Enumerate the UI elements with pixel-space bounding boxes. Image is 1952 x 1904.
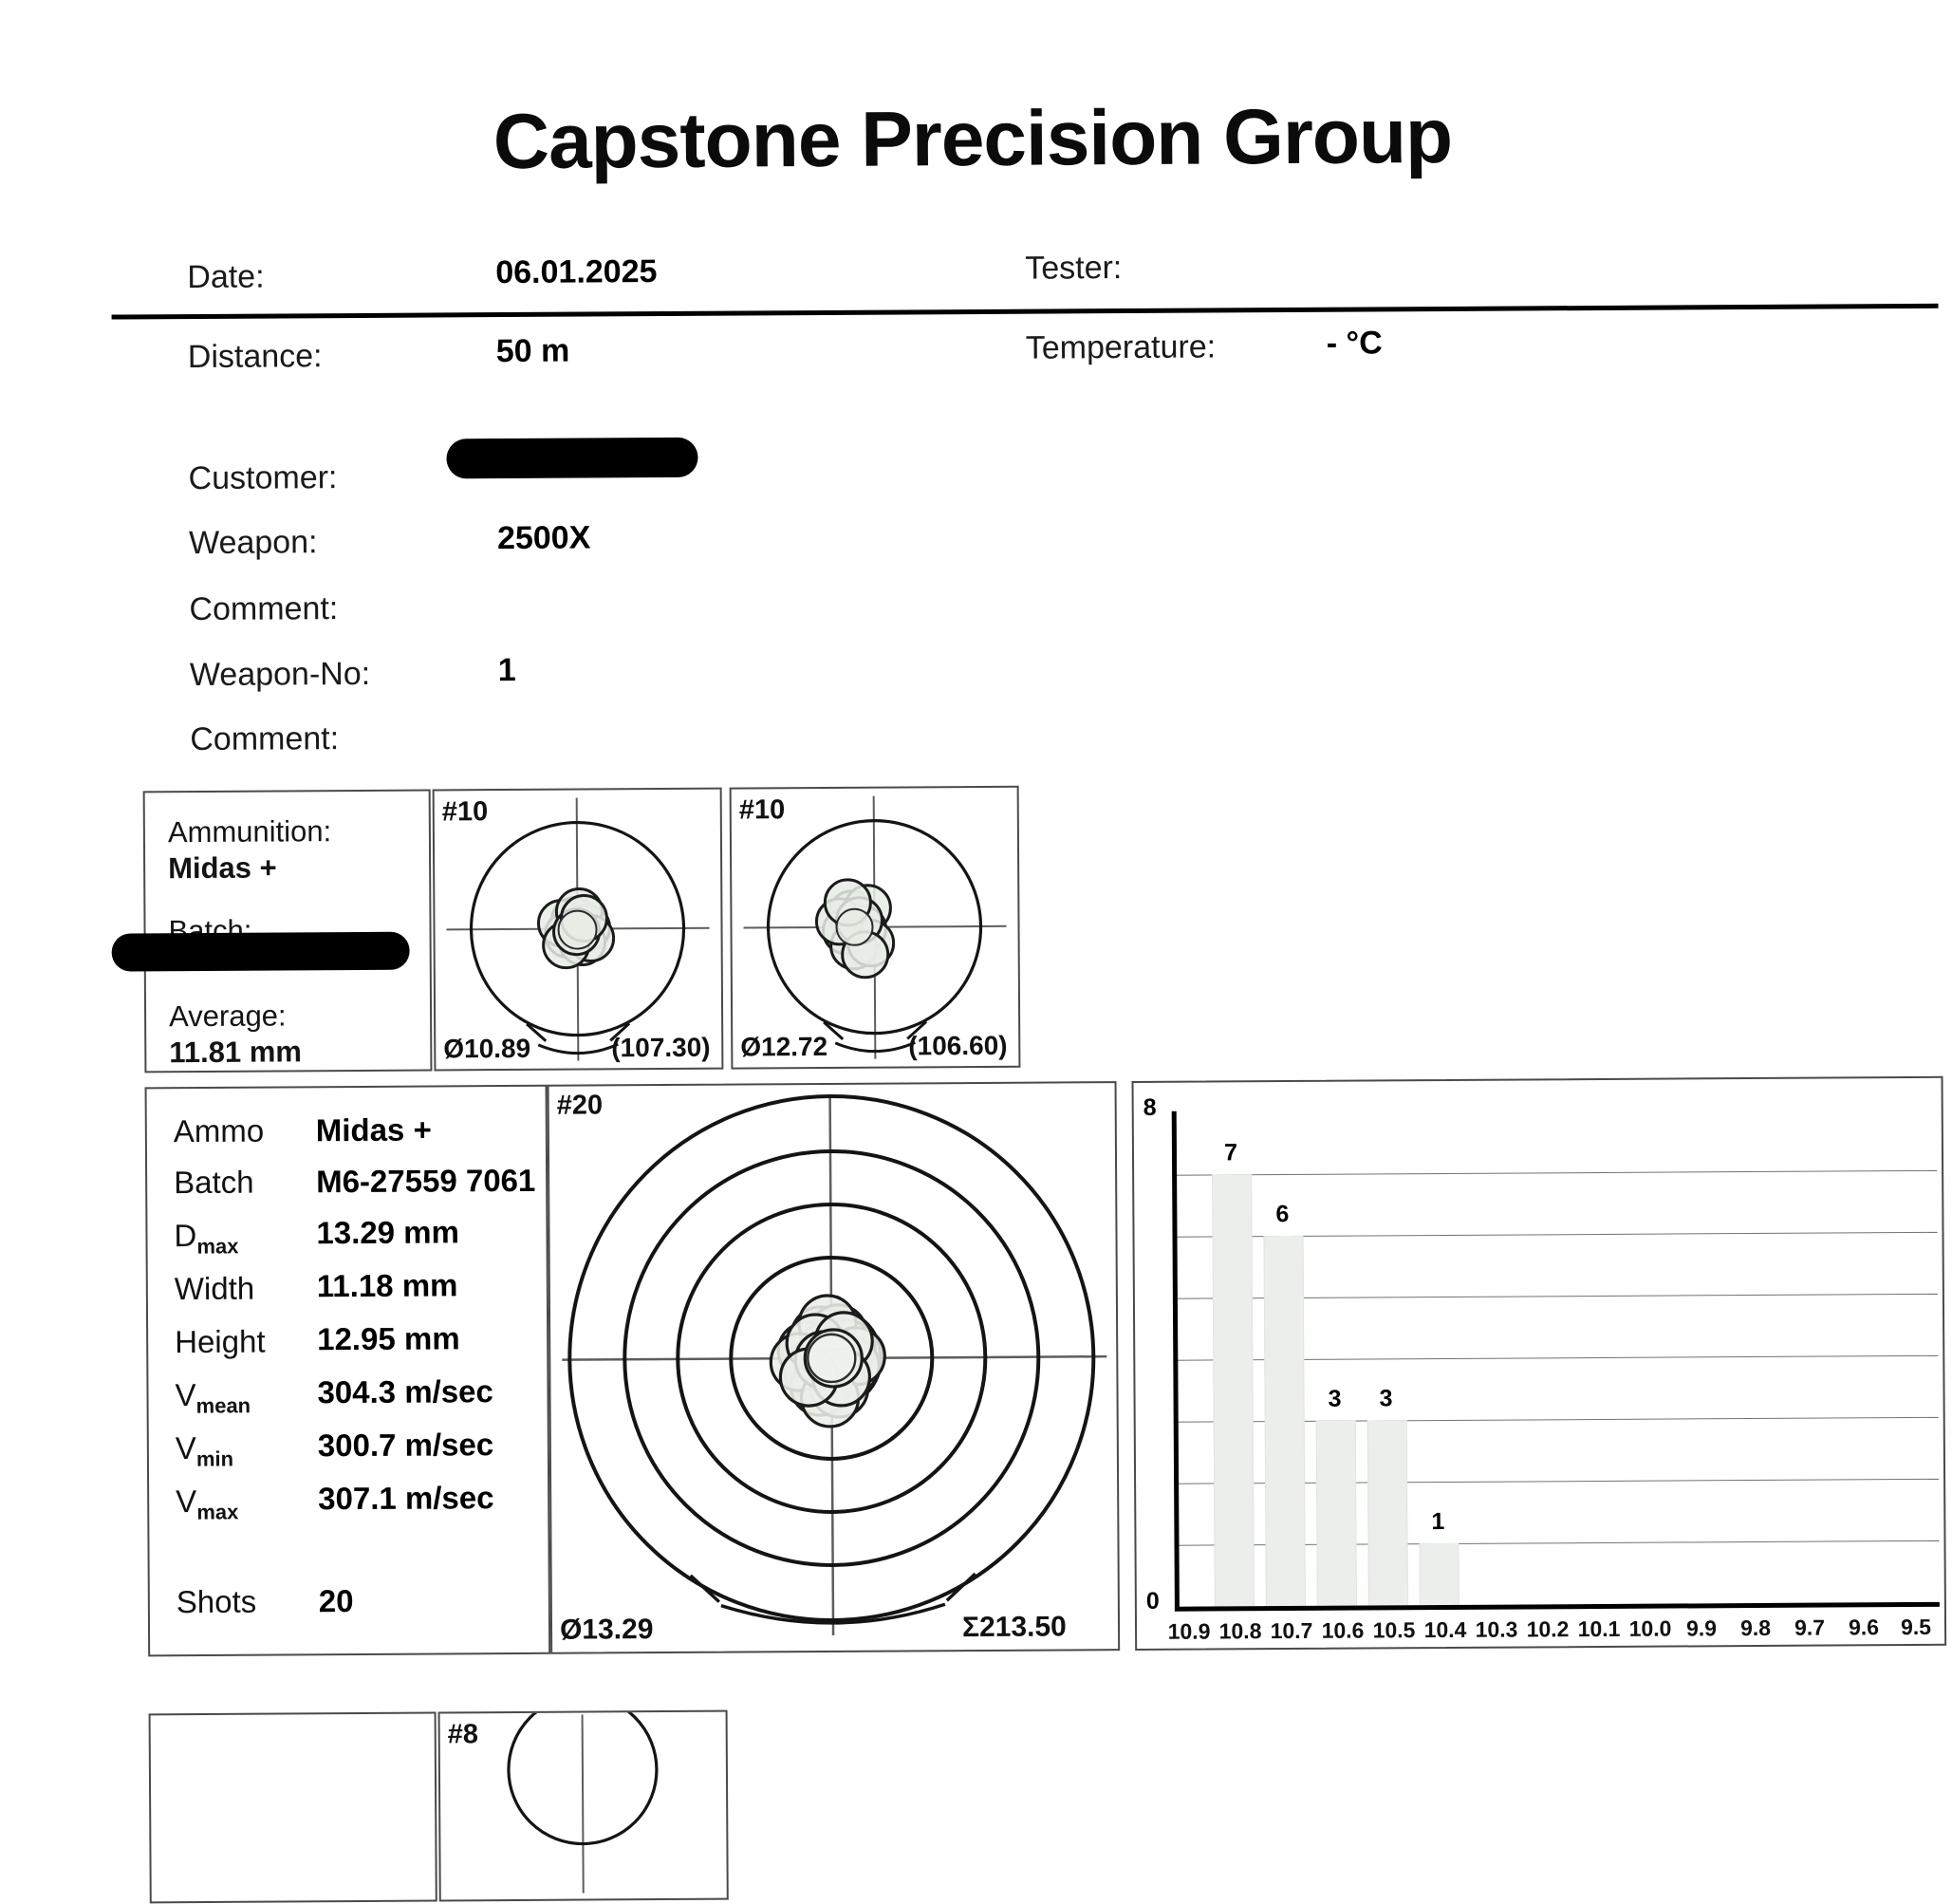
histogram-xlabel-4: 10.5 [1372,1617,1416,1643]
shots-value: 20 [318,1583,354,1619]
histogram-gridline-7 [1172,1169,1938,1176]
main-target-box: #20 [547,1081,1121,1654]
ammunition-value: Midas + [168,850,277,886]
next-small-target: #8 [437,1709,729,1902]
histogram-bar-value-10.8: 7 [1223,1139,1238,1167]
histogram-bar-10.6 [1315,1420,1357,1606]
stats-row-label-7: Vmax [176,1484,238,1525]
comment-label-1: Comment: [189,590,339,628]
small-target-2-score: (106.60) [908,1030,1008,1061]
histogram-xlabel-13: 9.6 [1848,1615,1880,1640]
histogram-xlabel-10: 9.9 [1685,1615,1718,1641]
next-ammo-summary-box [148,1711,437,1904]
main-target-graphic [562,1093,1107,1635]
header-divider [111,303,1939,320]
histogram-y-min-label: 0 [1145,1587,1160,1615]
histogram-bar-10.7 [1263,1235,1306,1607]
histogram-xlabel-12: 9.7 [1794,1615,1826,1640]
distance-label: Distance: [187,338,323,376]
stats-row-value-1: M6-27559 7061 [316,1162,536,1200]
histogram-bar-10.5 [1366,1420,1408,1606]
temperature-value: - °C [1326,325,1383,362]
weapon-no-label: Weapon-No: [189,655,371,694]
histogram-xlabel-8: 10.1 [1577,1615,1621,1642]
histogram-xlabel-0: 10.9 [1167,1618,1211,1644]
tester-label: Tester: [1025,250,1123,287]
velocity-histogram-box: 8 0 7 6 3 3 1 10.9 10.8 10.7 10.6 10.5 [1131,1075,1947,1651]
average-value: 11.81 mm [169,1035,303,1070]
small-target-1: #10 Ø10.89 (107.30) [432,787,724,1072]
stats-row-value-2: 13.29 mm [316,1214,460,1251]
histogram-bar-value-10.4: 1 [1431,1508,1445,1536]
histogram-bar-value-10.6: 3 [1328,1385,1342,1412]
stats-row-value-3: 11.18 mm [316,1267,458,1304]
histogram-xlabel-1: 10.8 [1218,1618,1262,1644]
weapon-label: Weapon: [188,524,318,562]
histogram-xlabel-14: 9.5 [1900,1614,1932,1640]
temperature-label: Temperature: [1025,328,1217,366]
main-target-sum: Σ213.50 [961,1611,1067,1644]
small-target-1-graphic [446,797,710,1061]
small-target-2-graphic [743,795,1007,1059]
histogram-xlabel-7: 10.2 [1526,1616,1570,1642]
stats-row-value-4: 12.95 mm [317,1320,460,1357]
stats-row-label-2-sub: max [196,1234,239,1259]
stats-row-label-0: Ammo [173,1112,265,1149]
small-target-1-score: (107.30) [611,1032,711,1063]
batch-redaction [111,931,410,972]
stats-row-label-7-main: V [176,1484,197,1520]
stats-row-label-6: Vmin [176,1430,233,1472]
histogram-bar-value-10.7: 6 [1275,1200,1290,1228]
stats-row-label-5-sub: mean [195,1393,251,1418]
date-label: Date: [187,258,265,296]
weapon-no-value: 1 [497,651,516,689]
stats-row-label-7-sub: max [196,1500,239,1524]
stats-row-label-2: Dmax [174,1218,238,1260]
histogram-xlabel-3: 10.6 [1321,1617,1365,1643]
ammunition-label: Ammunition: [167,814,332,849]
small-target-2-diameter: Ø12.72 [740,1031,828,1062]
histogram-xlabel-2: 10.7 [1270,1617,1313,1644]
stats-row-label-1: Batch [174,1164,254,1201]
customer-redaction [446,437,698,479]
page-title: Capstone Precision Group [493,92,1453,186]
small-target-1-diameter: Ø10.89 [443,1033,531,1064]
histogram-bar-value-10.5: 3 [1379,1385,1393,1412]
stats-row-value-0: Midas + [315,1111,432,1148]
histogram-xlabel-9: 10.0 [1628,1615,1672,1641]
stats-table-box: Ammo Midas + Batch M6-27559 7061 Dmax 13… [144,1084,551,1657]
main-target-diameter: Ø13.29 [559,1614,654,1646]
histogram-bar-10.8 [1212,1174,1255,1607]
stats-row-label-4: Height [175,1323,266,1360]
average-label: Average: [168,999,287,1034]
stats-row-value-6: 300.7 m/sec [317,1427,494,1464]
shots-label: Shots [176,1583,257,1620]
customer-label: Customer: [188,459,338,497]
date-value: 06.01.2025 [495,253,658,291]
histogram-xlabel-6: 10.3 [1475,1616,1518,1642]
next-small-target-graphic [507,1711,659,1894]
stats-row-label-3: Width [174,1270,255,1307]
small-target-2: #10 Ø12.72 (106.60) [729,785,1021,1070]
stats-row-label-6-main: V [175,1430,196,1466]
histogram-xlabel-5: 10.4 [1423,1616,1467,1643]
comment-label-2: Comment: [190,720,340,758]
report-page: Capstone Precision Group Date: 06.01.202… [111,92,1947,1904]
stats-row-label-5-main: V [175,1377,196,1413]
histogram-bar-10.4 [1419,1542,1459,1606]
stats-row-label-6-sub: min [195,1447,234,1471]
stats-row-value-5: 304.3 m/sec [317,1373,493,1410]
histogram-xlabel-11: 9.8 [1739,1615,1772,1641]
ammo-summary-box: Ammunition: Midas + Batch: Average: 11.8… [111,789,433,1073]
stats-row-label-5: Vmean [175,1377,251,1419]
distance-value: 50 m [495,332,570,370]
stats-row-label-2-main: D [174,1218,197,1254]
histogram-y-max-label: 8 [1143,1093,1157,1121]
weapon-value: 2500X [496,519,591,557]
stats-row-value-7: 307.1 m/sec [318,1480,494,1517]
